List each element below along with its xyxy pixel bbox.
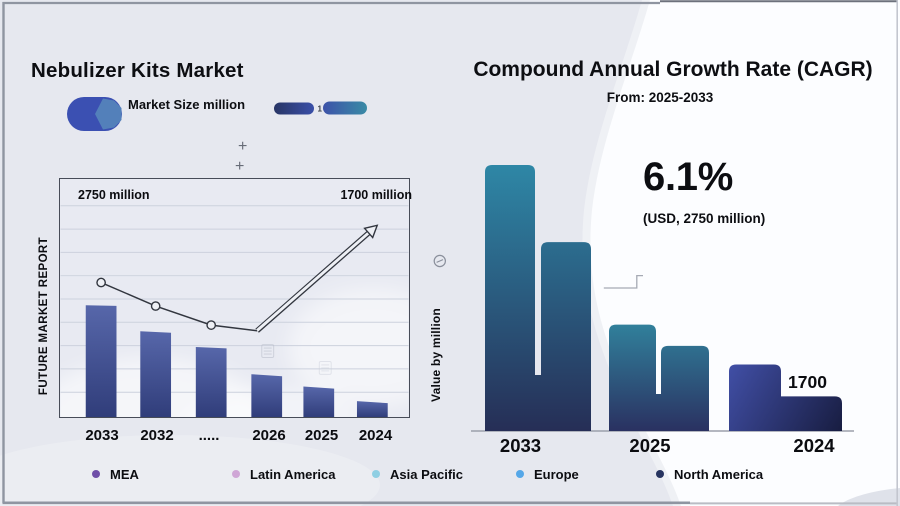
right-xaxis-label-3: 2024 bbox=[793, 435, 835, 456]
corner-wave bbox=[838, 488, 900, 506]
market-size-cylinder-icon bbox=[67, 97, 122, 131]
left-xaxis-label-3: ..... bbox=[198, 427, 220, 444]
growth-arrow-head bbox=[363, 224, 379, 239]
left-chart-side-label: FUTURE MARKET REPORT bbox=[38, 236, 50, 396]
bar-2024-a bbox=[729, 364, 781, 431]
bar-group-2024 bbox=[729, 364, 842, 431]
left-bar-..... bbox=[195, 346, 227, 417]
cagr-value: 6.1% bbox=[643, 155, 733, 199]
legend-dot-icon bbox=[516, 470, 524, 478]
left-chart-annotation-left: 2750 million bbox=[78, 188, 150, 202]
left-chart-xaxis-labels: 2033 2032..... 2026 2025 2024 bbox=[0, 427, 460, 447]
right-xaxis-label-1: 2033 bbox=[499, 435, 542, 456]
legend-label: MEA bbox=[110, 466, 139, 482]
bar-2025-b bbox=[661, 345, 709, 431]
left-bar-2025 bbox=[303, 386, 335, 417]
faint-document-icon bbox=[261, 344, 275, 358]
bar-connector bbox=[534, 375, 542, 431]
rect bbox=[318, 360, 332, 375]
trend-marker bbox=[96, 277, 106, 288]
legend-dot-icon bbox=[656, 470, 664, 478]
market-size-chart bbox=[59, 178, 410, 418]
left-panel-title: Nebulizer Kits Market bbox=[31, 59, 244, 82]
trend-marker bbox=[150, 301, 161, 311]
legend-dot-icon bbox=[372, 470, 380, 478]
legend-label: North America bbox=[674, 466, 764, 482]
cagr-note: (USD, 2750 million) bbox=[643, 211, 766, 226]
bar-group-2025 bbox=[609, 324, 709, 431]
left-xaxis-label-6: 2024 bbox=[358, 427, 393, 444]
legend-item-mea: MEA bbox=[92, 465, 139, 483]
right-panel-title: Compound Annual Growth Rate (CAGR) bbox=[473, 58, 873, 81]
left-xaxis-label-1: 2033 bbox=[85, 427, 119, 444]
left-bar-2026 bbox=[251, 374, 283, 417]
bar-2033-b bbox=[541, 242, 591, 431]
right-panel-subtitle: From: 2025-2033 bbox=[606, 90, 714, 105]
rect bbox=[261, 344, 275, 358]
bar-value-callout: 1700 bbox=[788, 372, 827, 392]
cagr-chart bbox=[471, 165, 854, 432]
minus-circle-icon bbox=[433, 254, 447, 268]
ratio-pill-left bbox=[274, 102, 314, 115]
faint-document-icon bbox=[318, 360, 332, 375]
legend-item-latin-america: Latin America bbox=[232, 465, 336, 483]
trend-line bbox=[100, 281, 258, 332]
plus-decor-icon: + bbox=[238, 138, 248, 155]
plot-bg-blob bbox=[288, 288, 409, 408]
legend-item-asia-pacific: Asia Pacific bbox=[372, 465, 463, 483]
left-chart-annotation-right: 1700 million bbox=[340, 188, 412, 202]
right-xaxis-label-2: 2025 bbox=[629, 435, 671, 456]
left-bar-2024 bbox=[356, 401, 388, 417]
bar-2033-a bbox=[485, 165, 535, 431]
ratio-mark: 1 bbox=[318, 105, 323, 114]
bar-2025-a bbox=[609, 324, 656, 431]
left-xaxis-label-2: 2032 bbox=[140, 427, 174, 444]
bar-group-2033 bbox=[485, 165, 591, 431]
legend-label: Asia Pacific bbox=[390, 466, 463, 482]
trend-marker bbox=[206, 320, 217, 330]
market-size-label: Market Size million bbox=[128, 97, 246, 112]
ratio-pill-right bbox=[323, 101, 367, 115]
legend-dot-icon bbox=[232, 470, 240, 478]
legend-item-europe: Europe bbox=[516, 465, 579, 483]
left-bar-2033 bbox=[85, 305, 117, 417]
left-chart-ylabel: Value by million bbox=[429, 308, 443, 402]
growth-arrow-core bbox=[256, 230, 372, 332]
legend-label: Latin America bbox=[250, 466, 336, 482]
step-decor-line bbox=[603, 274, 643, 289]
bar-2024-b bbox=[781, 396, 842, 431]
legend: MEA Latin America Asia Pacific Europe North … bbox=[0, 465, 900, 485]
right-chart-xaxis-labels: 2033 2025 2024 bbox=[0, 435, 900, 457]
legend-item-north-america: North America bbox=[656, 465, 763, 483]
ratio-pills-icon: 1 bbox=[274, 101, 367, 115]
bar-connector bbox=[655, 394, 662, 431]
plus-decor-icon: + bbox=[235, 158, 245, 175]
left-xaxis-label-4: 2026 bbox=[252, 427, 286, 444]
left-bar-2032 bbox=[140, 331, 172, 417]
left-chart-plot bbox=[60, 205, 409, 417]
left-xaxis-label-5: 2025 bbox=[304, 427, 339, 444]
legend-dot-icon bbox=[92, 470, 100, 478]
legend-label: Europe bbox=[534, 466, 579, 482]
